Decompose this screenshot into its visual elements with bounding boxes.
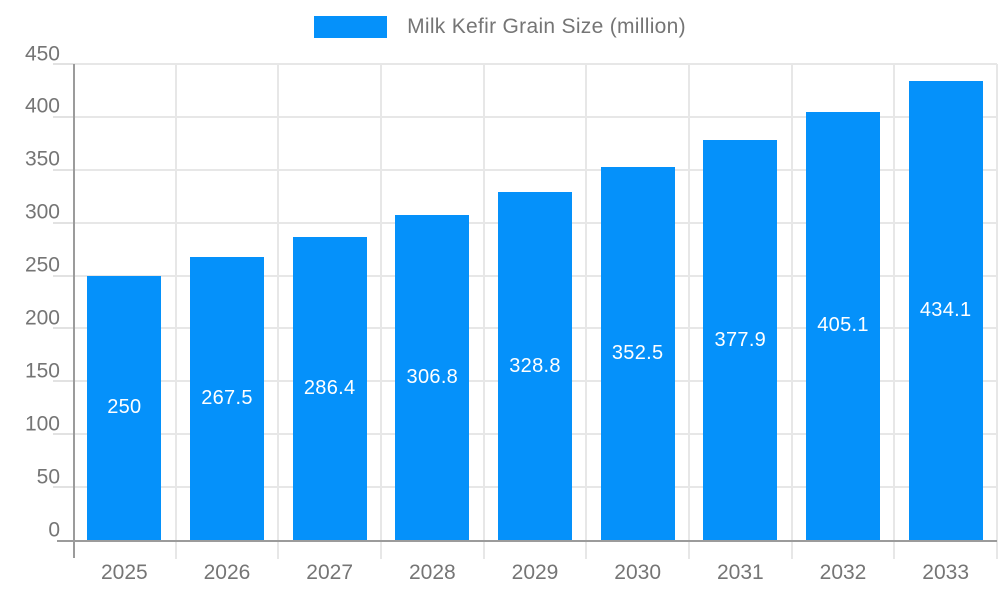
bar-value-label: 434.1 <box>919 298 972 321</box>
v-gridline <box>687 64 690 559</box>
y-axis-tick <box>53 63 73 65</box>
x-axis-tick-label: 2032 <box>819 561 867 584</box>
y-axis-tick-label: 50 <box>36 465 60 489</box>
y-axis-tick-label: 400 <box>24 94 60 118</box>
y-axis-tick-label: 0 <box>48 518 60 541</box>
y-axis-tick-label: 200 <box>24 306 60 330</box>
bar[interactable]: 352.5 <box>600 167 675 540</box>
h-gridline <box>73 168 997 171</box>
bar[interactable]: 286.4 <box>292 237 367 540</box>
bar-value-label: 267.5 <box>201 387 253 410</box>
bar-value-label: 306.8 <box>406 366 459 389</box>
y-axis-tick <box>53 168 73 171</box>
bar-value-label: 405.1 <box>817 314 869 337</box>
y-axis-tick-label: 250 <box>24 253 60 277</box>
y-axis-tick-label: 150 <box>24 359 60 383</box>
x-axis-tick-label: 2031 <box>716 561 764 584</box>
y-axis-tick <box>53 327 73 330</box>
y-axis-tick <box>53 486 73 489</box>
bar-value-label: 377.9 <box>714 328 767 351</box>
bar[interactable]: 405.1 <box>806 111 880 540</box>
y-axis-tick <box>53 380 73 383</box>
bar-value-label: 250 <box>107 396 142 419</box>
plot-area: 0 50 100 150 200 250 300 350 400 450 250 2025 267.5 2… <box>25 43 998 583</box>
y-axis-tick-label: 300 <box>24 200 60 224</box>
y-axis-line <box>73 64 75 558</box>
x-axis-tick-label: 2027 <box>306 561 354 584</box>
x-axis-tick-label: 2033 <box>922 561 970 584</box>
x-axis-tick-label: 2030 <box>614 561 662 584</box>
v-gridline <box>996 64 998 559</box>
y-axis-tick-label: 350 <box>24 147 60 171</box>
y-axis-tick <box>53 115 73 118</box>
bar[interactable]: 377.9 <box>703 140 778 540</box>
h-gridline <box>73 115 997 118</box>
x-axis-tick-label: 2028 <box>408 561 456 584</box>
bar[interactable]: 250 <box>87 275 162 540</box>
legend-item[interactable]: Milk Kefir Grain Size (million) <box>314 15 686 39</box>
legend-swatch <box>314 16 388 38</box>
y-axis-tick <box>53 221 73 224</box>
v-gridline <box>893 64 896 559</box>
legend: Milk Kefir Grain Size (million) <box>0 15 1000 39</box>
v-gridline <box>277 64 280 559</box>
y-axis-tick <box>53 274 73 277</box>
x-axis-line <box>57 540 997 542</box>
y-axis-tick-label: 100 <box>24 412 60 436</box>
legend-label: Milk Kefir Grain Size (million) <box>407 15 686 38</box>
v-gridline <box>379 64 382 559</box>
x-axis-tick-label: 2026 <box>203 561 251 584</box>
v-gridline <box>790 64 793 559</box>
x-axis-tick-label: 2029 <box>511 561 559 584</box>
x-axis-tick-label: 2025 <box>100 561 148 584</box>
y-axis-tick-label: 450 <box>24 42 60 65</box>
bar-value-label: 328.8 <box>509 354 561 377</box>
y-axis-tick <box>53 433 73 436</box>
bar[interactable]: 267.5 <box>189 257 264 540</box>
h-gridline <box>73 63 997 65</box>
bar-value-label: 352.5 <box>611 342 664 365</box>
v-gridline <box>585 64 588 559</box>
bar[interactable]: 328.8 <box>498 192 572 540</box>
bar-value-label: 286.4 <box>303 377 356 400</box>
v-gridline <box>174 64 177 559</box>
v-gridline <box>482 64 485 559</box>
bar[interactable]: 306.8 <box>395 215 470 540</box>
bar[interactable]: 434.1 <box>908 80 983 540</box>
